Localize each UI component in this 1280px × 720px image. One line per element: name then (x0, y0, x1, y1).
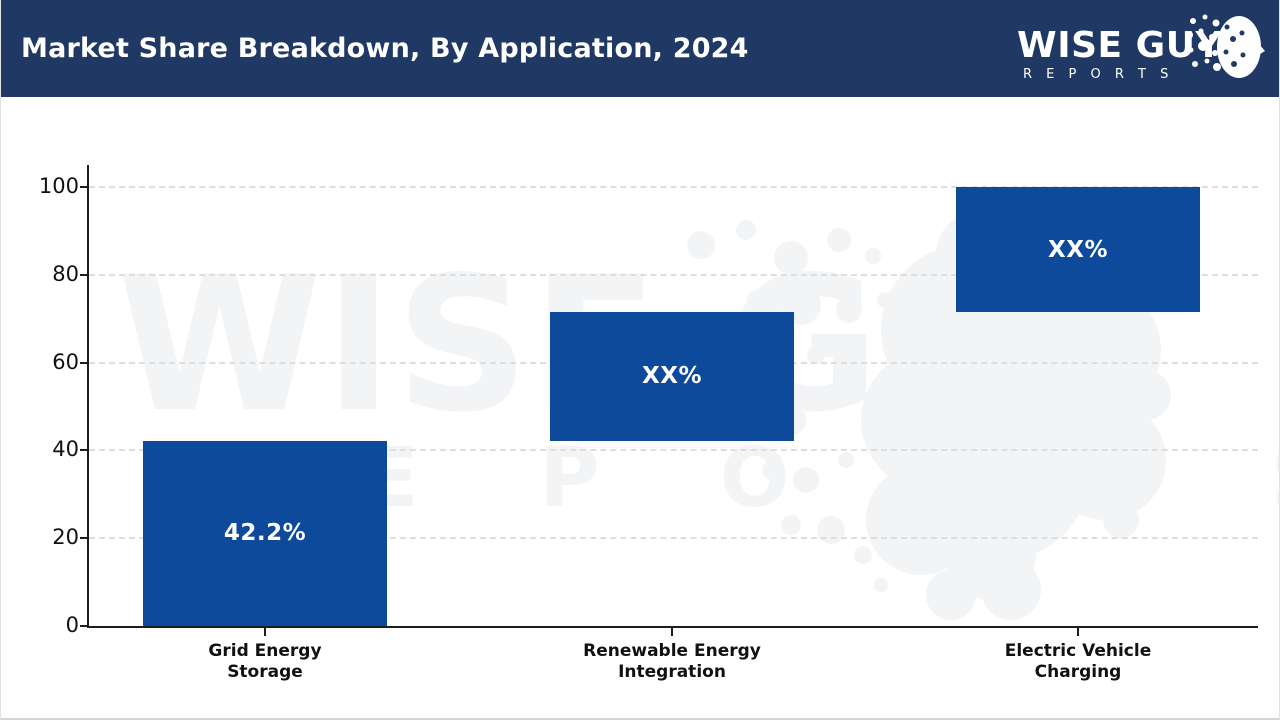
logo-face-icon (1185, 14, 1265, 78)
header-bar: Market Share Breakdown, By Application, … (1, 0, 1279, 97)
category-label-3: Electric Vehicle Charging (918, 641, 1238, 684)
y-tick-mark-60 (80, 361, 89, 364)
category-label-2: Renewable Energy Integration (512, 641, 832, 684)
y-tick-mark-40 (80, 449, 89, 452)
y-tick-mark-80 (80, 273, 89, 276)
category-label-line: Grid Energy (208, 641, 322, 661)
y-tick-label-60: 60 (52, 349, 79, 374)
gridline-40 (89, 449, 1258, 452)
gridline-80 (89, 273, 1258, 276)
bar-value-label-1: 42.2% (223, 520, 307, 547)
logo-face-dots (1223, 24, 1246, 67)
category-label-line: Storage (227, 662, 303, 683)
wise-guy-logo: WISE GUY R E P O R T S (1015, 9, 1265, 89)
x-tick-mark-1 (264, 628, 266, 636)
x-tick-mark-3 (1077, 628, 1079, 636)
category-label-line: Electric Vehicle (1004, 641, 1152, 661)
y-tick-label-20: 20 (52, 525, 79, 550)
category-label-line: Integration (618, 662, 726, 683)
category-label-1: Grid Energy Storage (105, 641, 425, 684)
category-label-line: Charging (1034, 662, 1122, 683)
logo-wordmark: WISE GUY (1017, 25, 1222, 66)
x-axis-line (87, 626, 1258, 628)
bar-2: XX% (550, 312, 794, 441)
y-tick-mark-100 (80, 186, 89, 188)
bar-3: XX% (956, 187, 1200, 313)
y-tick-label-40: 40 (52, 437, 79, 462)
gridline-20 (89, 537, 1258, 540)
wise-guy-logo-graphic: WISE GUY R E P O R T S (1017, 14, 1265, 82)
category-label-line: Renewable Energy (583, 641, 761, 661)
y-tick-mark-20 (80, 537, 89, 540)
logo-subtext: R E P O R T S (1023, 67, 1173, 82)
page-title: Market Share Breakdown, By Application, … (21, 33, 749, 64)
x-tick-mark-2 (671, 628, 673, 636)
gridline-100 (89, 186, 1258, 188)
y-tick-label-100: 100 (38, 174, 79, 198)
y-tick-label-80: 80 (52, 261, 79, 286)
y-tick-mark-0 (80, 625, 89, 627)
y-axis-line (87, 165, 89, 628)
bar-1: 42.2% (143, 440, 387, 626)
bar-value-label-2: XX% (641, 363, 702, 390)
y-tick-label-0: 0 (65, 613, 79, 637)
bar-value-label-3: XX% (1047, 236, 1108, 263)
